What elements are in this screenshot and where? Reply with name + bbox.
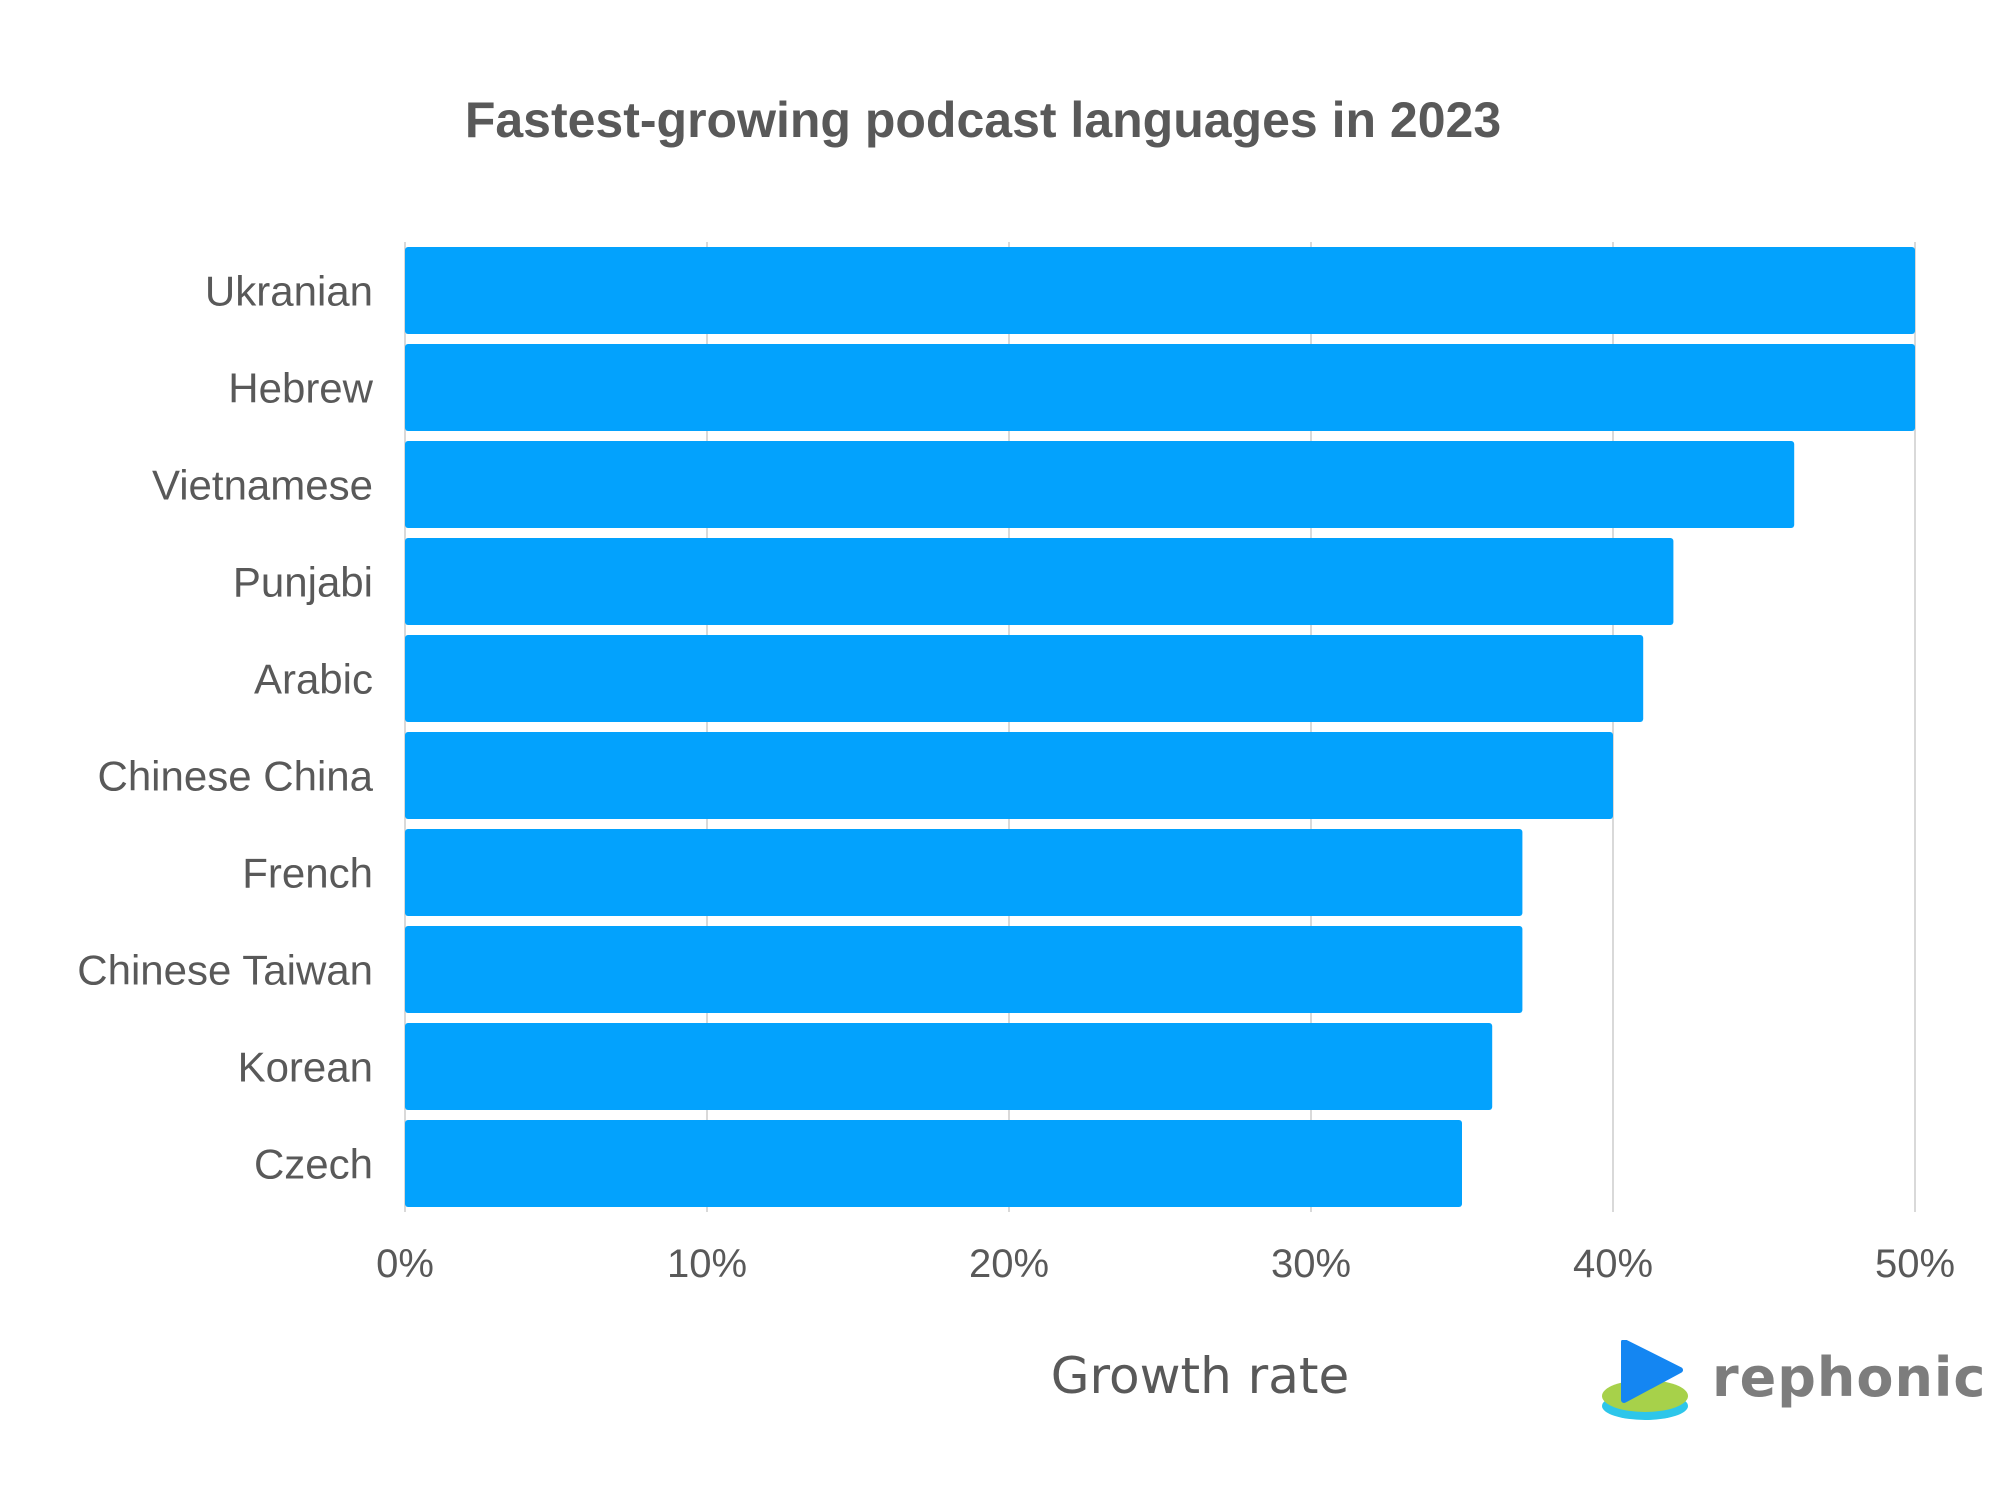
bars [405,247,1915,1207]
x-tick-label-30pct: 30% [1271,1242,1351,1286]
category-label-hebrew: Hebrew [228,365,373,412]
category-label-french: French [242,850,373,897]
bar-vietnamese [405,441,1795,528]
brand-name: rephonic [1712,1346,1987,1409]
x-tick-label-10pct: 10% [667,1242,747,1286]
bar-ukranian [405,247,1915,334]
x-tick-label-0pct: 0% [376,1242,434,1286]
play-logo-icon [1600,1339,1692,1424]
category-label-arabic: Arabic [254,656,373,703]
category-label-chinese-china: Chinese China [97,753,373,800]
bar-punjabi [405,538,1674,625]
bar-hebrew [405,344,1915,431]
category-label-ukranian: Ukranian [205,268,373,315]
category-label-korean: Korean [238,1044,373,1091]
category-label-punjabi: Punjabi [233,559,373,606]
x-tick-label-40pct: 40% [1573,1242,1653,1286]
bar-korean [405,1023,1493,1110]
bar-arabic [405,635,1644,722]
x-tick-labels: 0% 10% 20% 30% 40% 50% [376,1242,1955,1286]
category-label-chinese-taiwan: Chinese Taiwan [77,947,373,994]
x-tick-label-20pct: 20% [969,1242,1049,1286]
category-labels: Ukranian Hebrew Vietnamese Punjabi Arabic Chi… [77,268,373,1188]
category-label-czech: Czech [254,1141,373,1188]
chart-title: Fastest-growing podcast languages in 202… [465,92,1501,148]
x-tick-label-50pct: 50% [1875,1242,1955,1286]
category-label-vietnamese: Vietnamese [152,462,373,509]
bar-chinese-taiwan [405,926,1523,1013]
bar-chinese-china [405,732,1613,819]
bar-czech [405,1120,1462,1207]
bar-french [405,829,1523,916]
x-axis-title: Growth rate [1051,1347,1349,1405]
